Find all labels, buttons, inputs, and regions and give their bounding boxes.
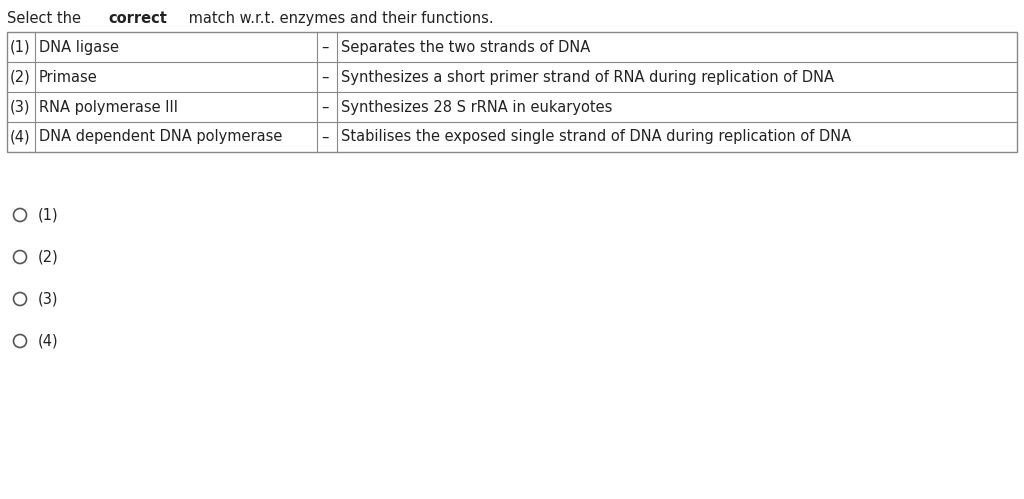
Text: DNA ligase: DNA ligase (39, 39, 119, 54)
Text: –: – (321, 69, 329, 84)
Text: Stabilises the exposed single strand of DNA during replication of DNA: Stabilises the exposed single strand of … (341, 130, 851, 145)
Text: (1): (1) (38, 208, 58, 223)
Text: RNA polymerase III: RNA polymerase III (39, 99, 178, 114)
Text: –: – (321, 130, 329, 145)
Text: –: – (321, 39, 329, 54)
Text: DNA dependent DNA polymerase: DNA dependent DNA polymerase (39, 130, 283, 145)
Bar (7, 32, 1017, 152)
Text: (4): (4) (10, 130, 31, 145)
Text: (2): (2) (10, 69, 31, 84)
Text: (1): (1) (10, 39, 31, 54)
Text: (2): (2) (38, 250, 58, 264)
Text: (3): (3) (10, 99, 31, 114)
Text: –: – (321, 99, 329, 114)
Text: (3): (3) (38, 291, 58, 306)
Text: Synthesizes 28 S rRNA in eukaryotes: Synthesizes 28 S rRNA in eukaryotes (341, 99, 612, 114)
Text: Separates the two strands of DNA: Separates the two strands of DNA (341, 39, 590, 54)
Text: Primase: Primase (39, 69, 97, 84)
Text: correct: correct (109, 11, 167, 26)
Text: match w.r.t. enzymes and their functions.: match w.r.t. enzymes and their functions… (184, 11, 494, 26)
Text: (4): (4) (38, 333, 58, 348)
Text: Select the: Select the (7, 11, 86, 26)
Text: Synthesizes a short primer strand of RNA during replication of DNA: Synthesizes a short primer strand of RNA… (341, 69, 834, 84)
